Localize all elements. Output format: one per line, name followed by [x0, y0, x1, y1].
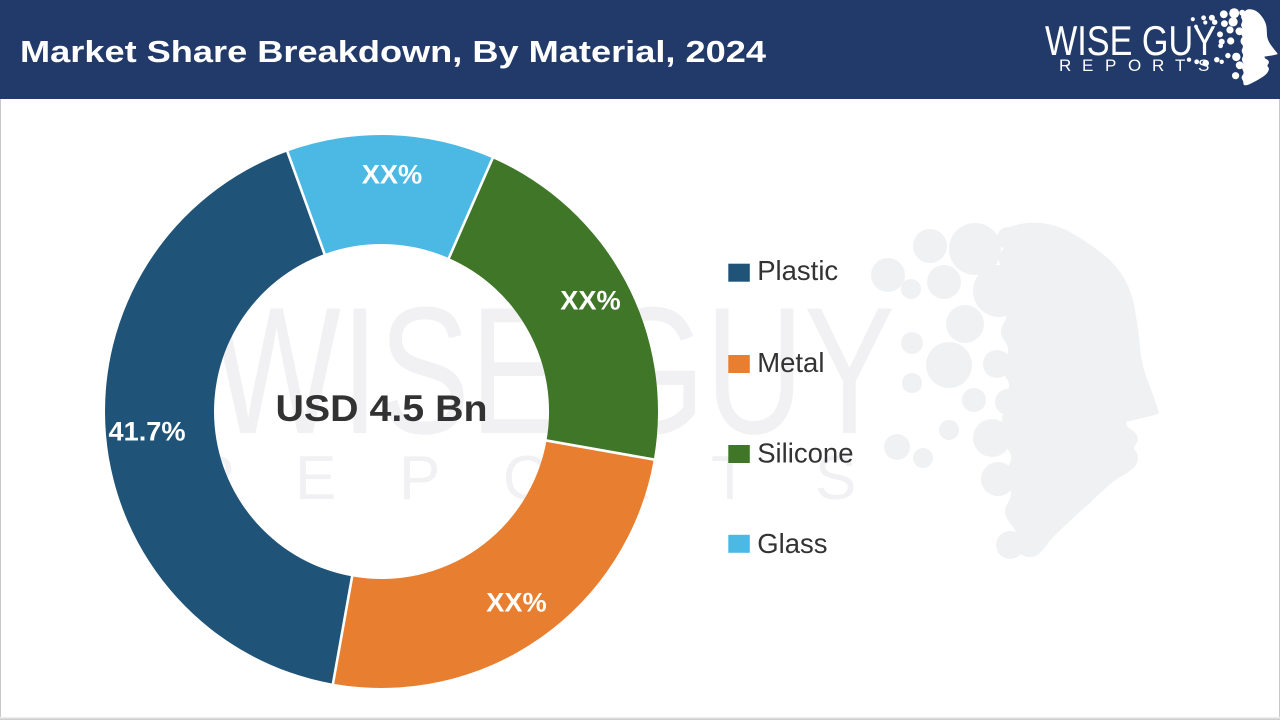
svg-text:XX%: XX% [362, 159, 422, 190]
svg-text:XX%: XX% [486, 587, 546, 618]
svg-text:Market Share Breakdown, By Mat: Market Share Breakdown, By Material, 202… [20, 34, 767, 69]
svg-text:Plastic: Plastic [757, 255, 838, 286]
svg-text:Glass: Glass [757, 528, 827, 559]
svg-text:Metal: Metal [757, 347, 824, 378]
svg-text:41.7%: 41.7% [108, 416, 185, 447]
svg-text:XX%: XX% [560, 285, 620, 316]
svg-text:WISE GUY: WISE GUY [1045, 17, 1216, 64]
svg-text:USD 4.5 Bn: USD 4.5 Bn [276, 388, 488, 429]
svg-text:Silicone: Silicone [757, 438, 853, 469]
